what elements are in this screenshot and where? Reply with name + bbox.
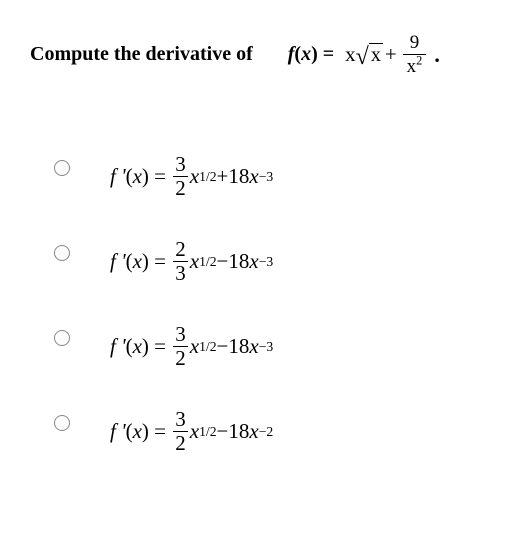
rhs-x: x — [345, 42, 356, 67]
radio-icon[interactable] — [54, 330, 70, 346]
sqrt-expr: √ x — [356, 43, 383, 67]
option-2-math: f '(x) = 2 3 x1/2 − 18x−3 — [110, 239, 273, 284]
radio-icon[interactable] — [54, 160, 70, 176]
question-prompt: Compute the derivative of f(x) = x √ x +… — [30, 20, 513, 89]
period: . — [434, 42, 440, 68]
option-4[interactable]: f '(x) = 3 2 x1/2 − 18x−2 — [54, 409, 513, 454]
option-3[interactable]: f '(x) = 3 2 x1/2 − 18x−3 — [54, 324, 513, 369]
option-4-math: f '(x) = 3 2 x1/2 − 18x−2 — [110, 409, 273, 454]
plus-sign: + — [385, 42, 397, 67]
constant-fraction: 9 x2 — [403, 33, 427, 76]
option-1[interactable]: f '(x) = 3 2 x1/2 + 18x−3 — [54, 154, 513, 199]
prompt-lead: Compute the derivative of — [30, 43, 258, 66]
option-1-math: f '(x) = 3 2 x1/2 + 18x−3 — [110, 154, 273, 199]
option-3-math: f '(x) = 3 2 x1/2 − 18x−3 — [110, 324, 273, 369]
radio-icon[interactable] — [54, 245, 70, 261]
radio-icon[interactable] — [54, 415, 70, 431]
option-2[interactable]: f '(x) = 2 3 x1/2 − 18x−3 — [54, 239, 513, 284]
prompt-func: f(x) = — [258, 20, 339, 89]
options-group: f '(x) = 3 2 x1/2 + 18x−3 f '(x) = 2 3 x… — [30, 154, 513, 454]
